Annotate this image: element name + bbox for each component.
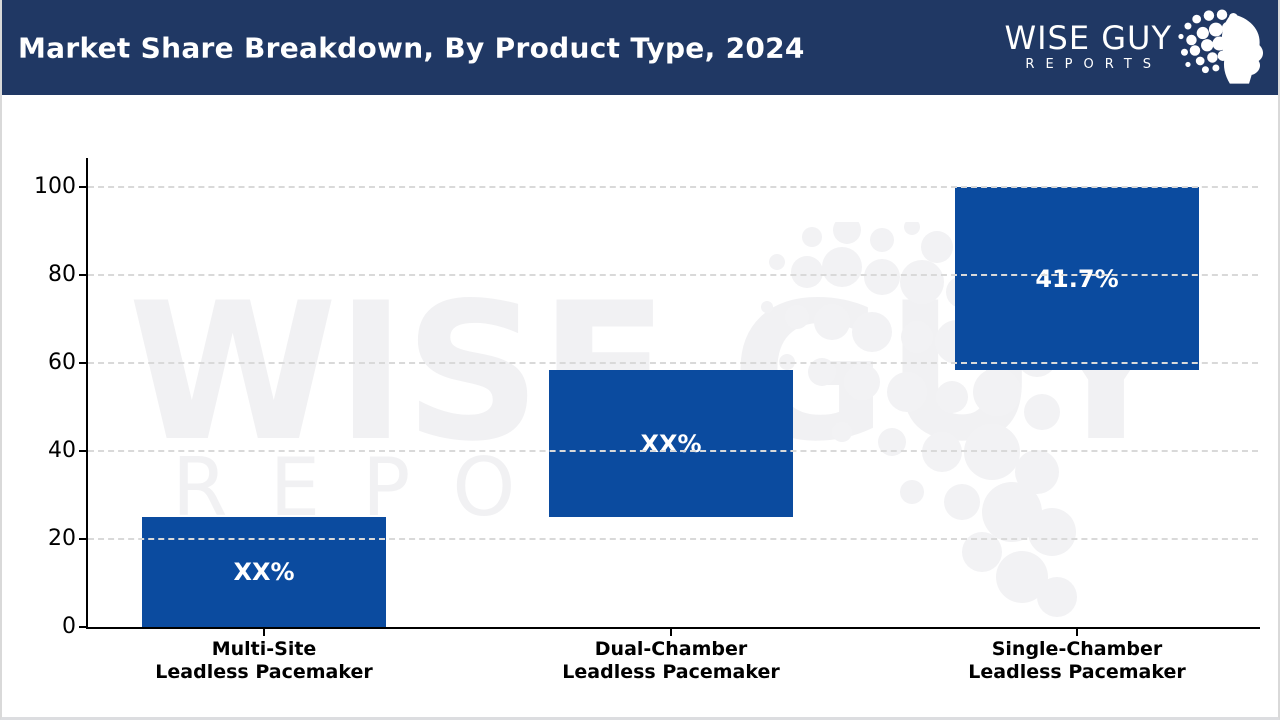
- gridline: [88, 450, 1258, 452]
- x-category-label-line: Leadless Pacemaker: [562, 661, 780, 683]
- x-category-label: Single-Chamber Leadless Pacemaker: [917, 638, 1237, 684]
- y-tick-label: 40: [48, 438, 76, 463]
- y-tick-label: 20: [48, 526, 76, 551]
- y-tick-mark: [79, 186, 87, 188]
- bar-segment: 41.7%: [955, 187, 1199, 371]
- x-category-label-line: Dual-Chamber: [594, 638, 748, 660]
- logo-reports-text: REPORTS: [1025, 57, 1163, 73]
- x-category-label-line: Single-Chamber: [991, 638, 1163, 660]
- y-tick-label: 60: [48, 350, 76, 375]
- x-axis-line: [86, 627, 1260, 629]
- y-tick-label: 80: [48, 262, 76, 287]
- bar-value-label: XX%: [640, 429, 702, 458]
- logo-wiseguy-text: WISE GUY: [1004, 18, 1172, 57]
- x-tick-mark: [670, 629, 672, 636]
- x-tick-mark: [1076, 629, 1078, 636]
- y-tick-mark: [79, 538, 87, 540]
- y-tick-mark: [79, 362, 87, 364]
- bar-value-label: XX%: [233, 558, 295, 586]
- y-tick-mark: [79, 274, 87, 276]
- y-tick-mark: [79, 450, 87, 452]
- gridline: [88, 274, 1258, 276]
- gridline: [88, 538, 1258, 540]
- x-tick-mark: [263, 629, 265, 636]
- bar-segment: XX%: [549, 370, 793, 517]
- page-title: Market Share Breakdown, By Product Type,…: [18, 31, 805, 64]
- face-profile-dots-icon: [1178, 9, 1264, 84]
- y-tick-mark: [79, 626, 87, 628]
- y-tick-label: 100: [34, 174, 76, 199]
- x-category-label: Dual-Chamber Leadless Pacemaker: [511, 638, 831, 684]
- header-bar: Market Share Breakdown, By Product Type,…: [0, 0, 1280, 95]
- chart-plot-area: 0 20 40 60 80 100 XX% Multi-Site Leadless Pacema…: [0, 95, 1280, 720]
- x-category-label-line: Multi-Site: [211, 638, 317, 660]
- gridline: [88, 362, 1258, 364]
- y-axis-line: [86, 158, 88, 629]
- y-tick-label: 0: [62, 614, 76, 639]
- bar-segment: XX%: [142, 517, 386, 627]
- wise-guy-reports-logo: WISE GUY REPORTS: [1004, 4, 1270, 90]
- bar-value-label: 41.7%: [1035, 264, 1119, 293]
- x-category-label-line: Leadless Pacemaker: [155, 661, 373, 683]
- gridline: [88, 186, 1258, 188]
- x-category-label-line: Leadless Pacemaker: [968, 661, 1186, 683]
- x-category-label: Multi-Site Leadless Pacemaker: [104, 638, 424, 684]
